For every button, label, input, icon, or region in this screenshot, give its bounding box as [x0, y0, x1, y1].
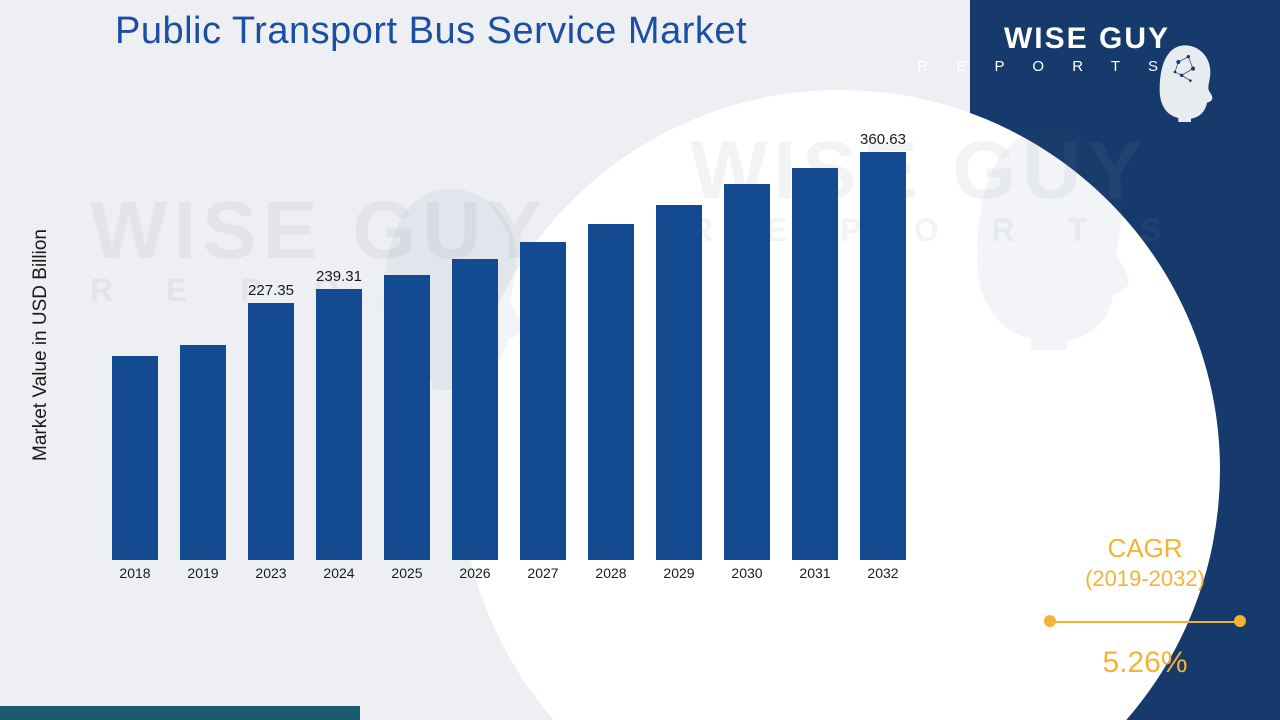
x-tick-label: 2025	[391, 565, 422, 581]
brand-logo: WISE GUY R E P O R T S	[917, 22, 1250, 75]
x-tick-label: 2032	[867, 565, 898, 581]
chart-area: Market Value in USD Billion 201820192023…	[40, 130, 910, 590]
x-tick-label: 2031	[799, 565, 830, 581]
footer-accent-bar	[0, 706, 360, 720]
cagr-block: CAGR (2019-2032) 5.26%	[1010, 533, 1280, 680]
bar	[520, 242, 566, 560]
x-tick-label: 2029	[663, 565, 694, 581]
stage: WISE GUY R E P O R T S WISE GUY R E P O …	[0, 0, 1280, 720]
x-tick-label: 2019	[187, 565, 218, 581]
bar	[792, 168, 838, 560]
bar-value-label: 227.35	[248, 282, 294, 299]
x-tick-label: 2024	[323, 565, 354, 581]
brand-name: WISE GUY	[917, 22, 1170, 56]
bar	[656, 205, 702, 560]
cagr-value: 5.26%	[1010, 646, 1280, 680]
bar	[316, 289, 362, 560]
watermark-head-icon	[950, 120, 1150, 350]
x-tick-label: 2018	[119, 565, 150, 581]
x-tick-label: 2030	[731, 565, 762, 581]
bar	[384, 275, 430, 560]
cagr-period: (2019-2032)	[1010, 566, 1280, 592]
bar	[588, 224, 634, 560]
brand-subtitle: R E P O R T S	[917, 58, 1170, 75]
x-tick-label: 2023	[255, 565, 286, 581]
bar-value-label: 239.31	[316, 268, 362, 285]
x-tick-label: 2027	[527, 565, 558, 581]
chart-title: Public Transport Bus Service Market	[115, 10, 747, 53]
bar-value-label: 360.63	[860, 131, 906, 148]
cagr-divider	[1050, 606, 1240, 636]
plot-area: 201820192023227.352024239.31202520262027…	[100, 130, 910, 560]
x-tick-label: 2026	[459, 565, 490, 581]
brand-head-icon	[1150, 42, 1220, 122]
cagr-label: CAGR	[1010, 533, 1280, 564]
y-axis-label: Market Value in USD Billion	[30, 229, 52, 461]
bar	[860, 152, 906, 560]
bar	[452, 259, 498, 560]
bar	[724, 184, 770, 560]
bar	[180, 345, 226, 560]
bar	[248, 303, 294, 560]
bar	[112, 356, 158, 560]
x-tick-label: 2028	[595, 565, 626, 581]
